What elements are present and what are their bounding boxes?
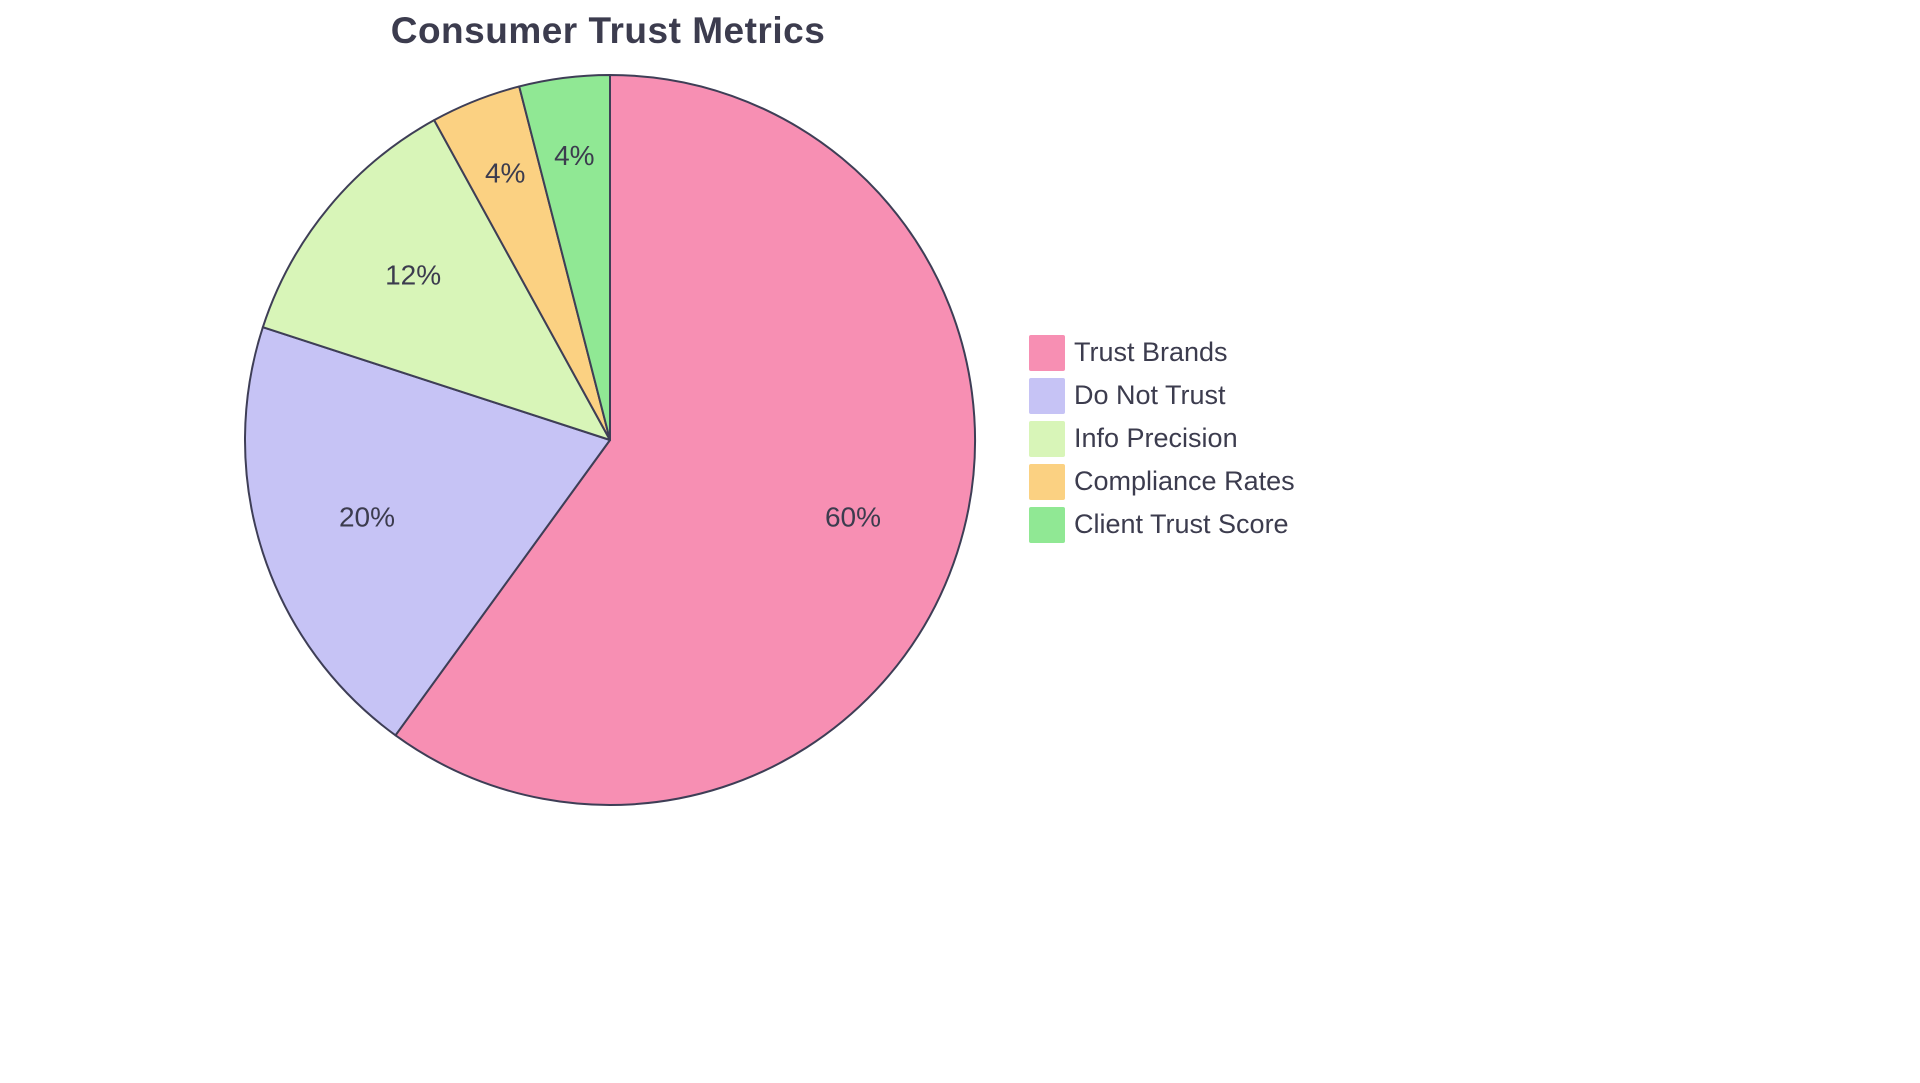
legend-swatch-trust-brands <box>1029 334 1065 371</box>
legend-label-trust-brands: Trust Brands <box>1074 337 1228 367</box>
legend-swatch-do-not-trust <box>1029 377 1065 414</box>
legend-swatch-client-trust-score <box>1029 506 1065 543</box>
slice-percent-label-client-trust-score: 4% <box>554 140 594 171</box>
legend-item-trust-brands: Trust Brands <box>1029 331 1295 374</box>
legend-label-compliance-rates: Compliance Rates <box>1074 466 1295 496</box>
legend-item-do-not-trust: Do Not Trust <box>1029 374 1295 417</box>
legend-swatch-info-precision <box>1029 420 1065 457</box>
legend-label-do-not-trust: Do Not Trust <box>1074 380 1226 410</box>
slice-percent-label-do-not-trust: 20% <box>339 501 395 532</box>
legend-label-client-trust-score: Client Trust Score <box>1074 509 1289 539</box>
pie-slice-do-not-trust <box>244 326 611 737</box>
legend: Trust Brands Do Not Trust Info Precision Co… <box>1029 331 1295 546</box>
legend-label-info-precision: Info Precision <box>1074 423 1238 453</box>
chart-title: Consumer Trust Metrics <box>390 10 826 51</box>
pie-slice-client-trust-score <box>518 74 611 441</box>
pie-slice-info-precision <box>261 119 611 441</box>
pie-slice-trust-brands <box>394 74 976 806</box>
legend-item-client-trust-score: Client Trust Score <box>1029 503 1295 546</box>
legend-item-info-precision: Info Precision <box>1029 417 1295 460</box>
legend-swatch-compliance-rates <box>1029 463 1065 500</box>
slice-percent-label-compliance-rates: 4% <box>485 158 525 189</box>
slice-percent-label-info-precision: 12% <box>385 260 441 291</box>
legend-item-compliance-rates: Compliance Rates <box>1029 460 1295 503</box>
slice-percent-label-trust-brands: 60% <box>825 501 881 532</box>
